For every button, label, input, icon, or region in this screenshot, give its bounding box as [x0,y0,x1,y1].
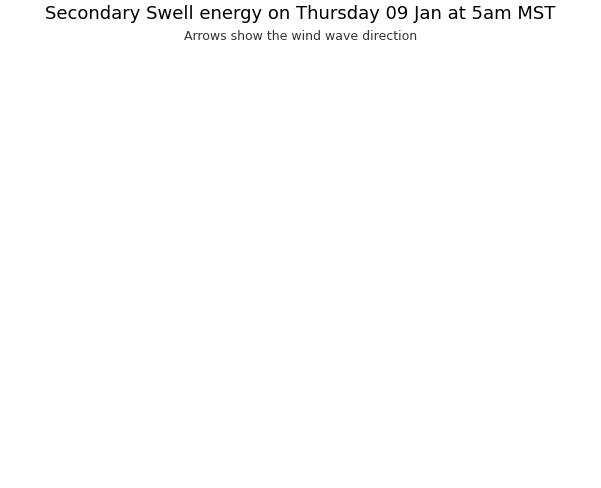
Text: Arrows show the wind wave direction: Arrows show the wind wave direction [184,30,417,42]
Text: cartopy required: cartopy required [219,258,382,277]
Text: Secondary Swell energy on Thursday 09 Jan at 5am MST: Secondary Swell energy on Thursday 09 Ja… [45,5,556,23]
